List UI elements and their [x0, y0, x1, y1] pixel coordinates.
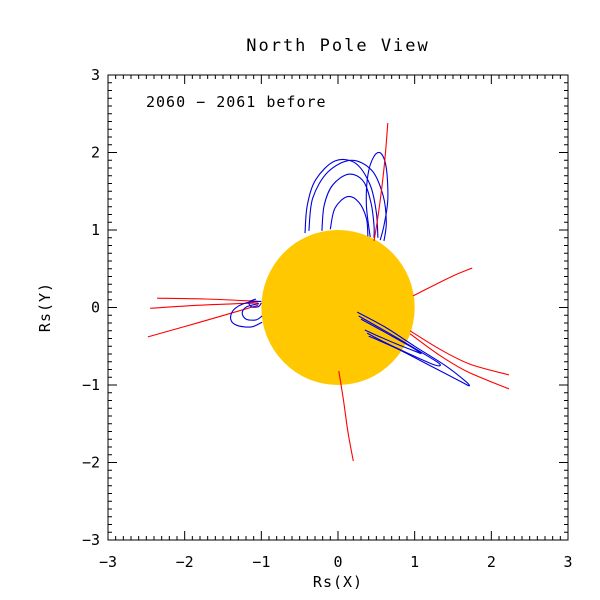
plot-title: North Pole View — [246, 36, 430, 56]
field-line-closed — [248, 298, 262, 308]
x-axis-label: Rs(X) — [312, 573, 364, 591]
x-tick-label: −1 — [252, 553, 270, 571]
y-tick-label: 3 — [91, 66, 100, 84]
field-line-open — [409, 333, 510, 390]
y-tick-label: 2 — [91, 144, 100, 162]
field-line-open — [147, 304, 259, 338]
field-line-closed — [365, 151, 389, 241]
x-tick-label: 3 — [563, 553, 572, 571]
y-tick-label: 0 — [91, 299, 100, 317]
field-line-closed — [230, 300, 263, 328]
sun-disk — [261, 230, 415, 385]
field-line-open — [150, 302, 259, 309]
field-line-closed — [321, 173, 375, 238]
field-line-closed — [308, 159, 387, 241]
field-line-closed — [304, 158, 379, 238]
x-tick-label: −3 — [99, 553, 117, 571]
date-range-annotation: 2060 − 2061 before — [146, 93, 327, 111]
y-tick-label: −3 — [82, 531, 100, 549]
y-axis-label: Rs(Y) — [36, 281, 54, 333]
x-tick-label: 0 — [333, 553, 342, 571]
field-line-closed — [241, 303, 263, 321]
field-line-open — [409, 330, 510, 376]
field-line-closed — [329, 195, 369, 237]
field-line-closed — [358, 315, 441, 367]
y-tick-label: −2 — [82, 454, 100, 472]
y-tick-label: −1 — [82, 376, 100, 394]
y-tick-label: 1 — [91, 221, 100, 239]
field-line-open — [338, 370, 354, 462]
x-tick-label: 1 — [410, 553, 419, 571]
x-tick-label: 2 — [487, 553, 496, 571]
field-line-open — [412, 267, 473, 297]
field-line-open — [373, 123, 389, 241]
x-tick-label: −2 — [176, 553, 194, 571]
field-line-open — [157, 297, 259, 302]
field-line-closed — [360, 318, 422, 355]
